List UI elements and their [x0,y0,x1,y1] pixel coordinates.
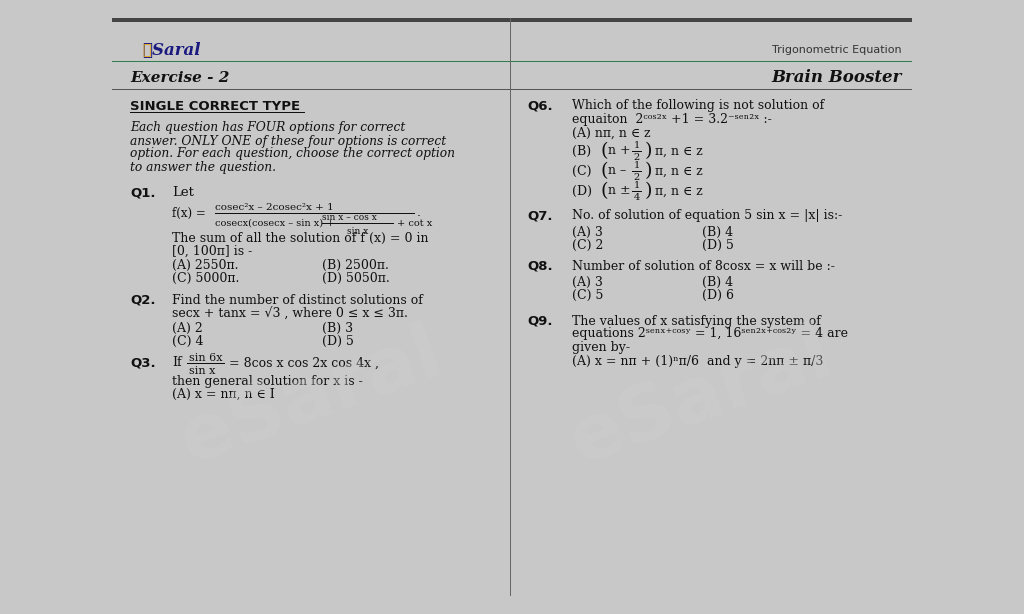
Text: (B): (B) [572,144,591,158]
Text: (: ( [600,162,607,180]
Text: (C): (C) [572,165,592,177]
Text: Which of the following is not solution of: Which of the following is not solution o… [572,99,824,112]
Text: (A) 3: (A) 3 [572,276,603,289]
Text: secx + tanx = √3 , where 0 ≤ x ≤ 3π.: secx + tanx = √3 , where 0 ≤ x ≤ 3π. [172,306,408,319]
Text: then general solution for x is -: then general solution for x is - [172,375,362,387]
Bar [215,213,415,214]
Text: equations 2ˢᵉⁿˣ⁺ᶜᵒˢʸ = 1, 16ˢᵉⁿ²ˣ⁺ᶜᵒˢ²ʸ = 4 are: equations 2ˢᵉⁿˣ⁺ᶜᵒˢʸ = 1, 16ˢᵉⁿ²ˣ⁺ᶜᵒˢ²ʸ … [572,327,848,341]
Text: (D) 5: (D) 5 [702,238,734,252]
Text: sin x: sin x [347,227,369,236]
Text: (D) 5: (D) 5 [322,335,354,348]
Text: Q3.: Q3. [130,357,156,370]
Text: (A) 2: (A) 2 [172,322,203,335]
Text: (A) x = nπ + (1)ⁿπ/6  and y = 2nπ ± π/3: (A) x = nπ + (1)ⁿπ/6 and y = 2nπ ± π/3 [572,354,823,368]
Text: Q2.: Q2. [130,293,156,306]
Text: Q6.: Q6. [527,99,553,112]
Text: answer. ONLY ONE of these four options is correct: answer. ONLY ONE of these four options i… [130,134,446,147]
Text: to answer the question.: to answer the question. [130,160,276,174]
Text: If: If [172,357,181,370]
Text: Q8.: Q8. [527,260,553,273]
Text: π, n ∈ z: π, n ∈ z [655,165,702,177]
Text: .: . [417,206,421,219]
Text: cosecx(cosecx – sin x) +: cosecx(cosecx – sin x) + [215,219,335,228]
Bar [112,18,912,22]
Text: Let: Let [172,187,194,200]
Text: Find the number of distinct solutions of: Find the number of distinct solutions of [172,293,423,306]
Text: (: ( [600,182,607,200]
Text: given by-: given by- [572,341,630,354]
Text: Brain Booster: Brain Booster [772,69,902,87]
Text: option. For each question, choose the correct option: option. For each question, choose the co… [130,147,455,160]
Text: 1: 1 [634,161,640,171]
Text: 1: 1 [634,182,640,190]
Text: [0, 100π] is -: [0, 100π] is - [172,244,252,257]
Text: 4: 4 [634,193,640,203]
Bar [112,89,912,90]
Text: n +: n + [608,144,635,158]
Text: sin 6x: sin 6x [189,353,222,363]
Text: SINGLE CORRECT TYPE: SINGLE CORRECT TYPE [130,99,300,112]
Text: (A) 2550π.: (A) 2550π. [172,258,239,271]
Text: ): ) [645,142,652,160]
Text: π, n ∈ z: π, n ∈ z [655,144,702,158]
Text: cosec²x – 2cosec²x + 1: cosec²x – 2cosec²x + 1 [215,203,334,211]
Text: (D): (D) [572,184,592,198]
Text: No. of solution of equation 5 sin x = |x| is:-: No. of solution of equation 5 sin x = |x… [572,209,843,222]
Text: ): ) [645,182,652,200]
Text: (A) nπ, n ∈ z: (A) nπ, n ∈ z [572,126,650,139]
Text: (D) 6: (D) 6 [702,289,734,301]
Text: Exercise - 2: Exercise - 2 [130,71,229,85]
Text: Each question has FOUR options for correct: Each question has FOUR options for corre… [130,122,406,134]
Text: (C) 5000π.: (C) 5000π. [172,271,240,284]
Text: = 8cos x cos 2x cos 4x ,: = 8cos x cos 2x cos 4x , [229,357,379,370]
Text: f(x) =: f(x) = [172,206,206,219]
Text: (B) 3: (B) 3 [322,322,353,335]
Text: Q7.: Q7. [527,209,553,222]
Text: 2: 2 [634,174,640,182]
Text: 2: 2 [634,154,640,163]
Text: + cot x: + cot x [397,219,432,228]
Text: Number of solution of 8cosx = x will be :-: Number of solution of 8cosx = x will be … [572,260,835,273]
Text: equaiton  2ᶜᵒˢ²ˣ +1 = 3.2⁻ˢᵉⁿ²ˣ :-: equaiton 2ᶜᵒˢ²ˣ +1 = 3.2⁻ˢᵉⁿ²ˣ :- [572,112,772,125]
Text: ★: ★ [142,43,151,57]
Text: 1: 1 [634,141,640,150]
Text: (C) 5: (C) 5 [572,289,603,301]
Text: (: ( [600,142,607,160]
Text: sin x – cos x: sin x – cos x [322,214,377,222]
Text: n ±: n ± [608,184,635,198]
Text: (C) 4: (C) 4 [172,335,204,348]
Bar [112,61,912,62]
Text: ★Saral: ★Saral [142,42,201,58]
Text: (C) 2: (C) 2 [572,238,603,252]
Text: (B) 4: (B) 4 [702,225,733,238]
Text: n –: n – [608,165,630,177]
Text: (D) 5050π.: (D) 5050π. [322,271,390,284]
Text: (B) 4: (B) 4 [702,276,733,289]
Text: (A) 3: (A) 3 [572,225,603,238]
Text: sin x: sin x [189,366,215,376]
Text: (B) 2500π.: (B) 2500π. [322,258,389,271]
Text: (A) x = nπ, n ∈ I: (A) x = nπ, n ∈ I [172,387,274,400]
Text: The values of x satisfying the system of: The values of x satisfying the system of [572,314,821,327]
Text: π, n ∈ z: π, n ∈ z [655,184,702,198]
Bar [130,112,305,113]
Text: The sum of all the solution of f (x) = 0 in: The sum of all the solution of f (x) = 0… [172,231,428,244]
Text: ): ) [645,162,652,180]
Text: Q1.: Q1. [130,187,156,200]
Text: eSaral: eSaral [171,316,454,480]
Text: Q9.: Q9. [527,314,553,327]
Text: Trigonometric Equation: Trigonometric Equation [772,45,902,55]
Text: eSaral: eSaral [561,316,844,480]
